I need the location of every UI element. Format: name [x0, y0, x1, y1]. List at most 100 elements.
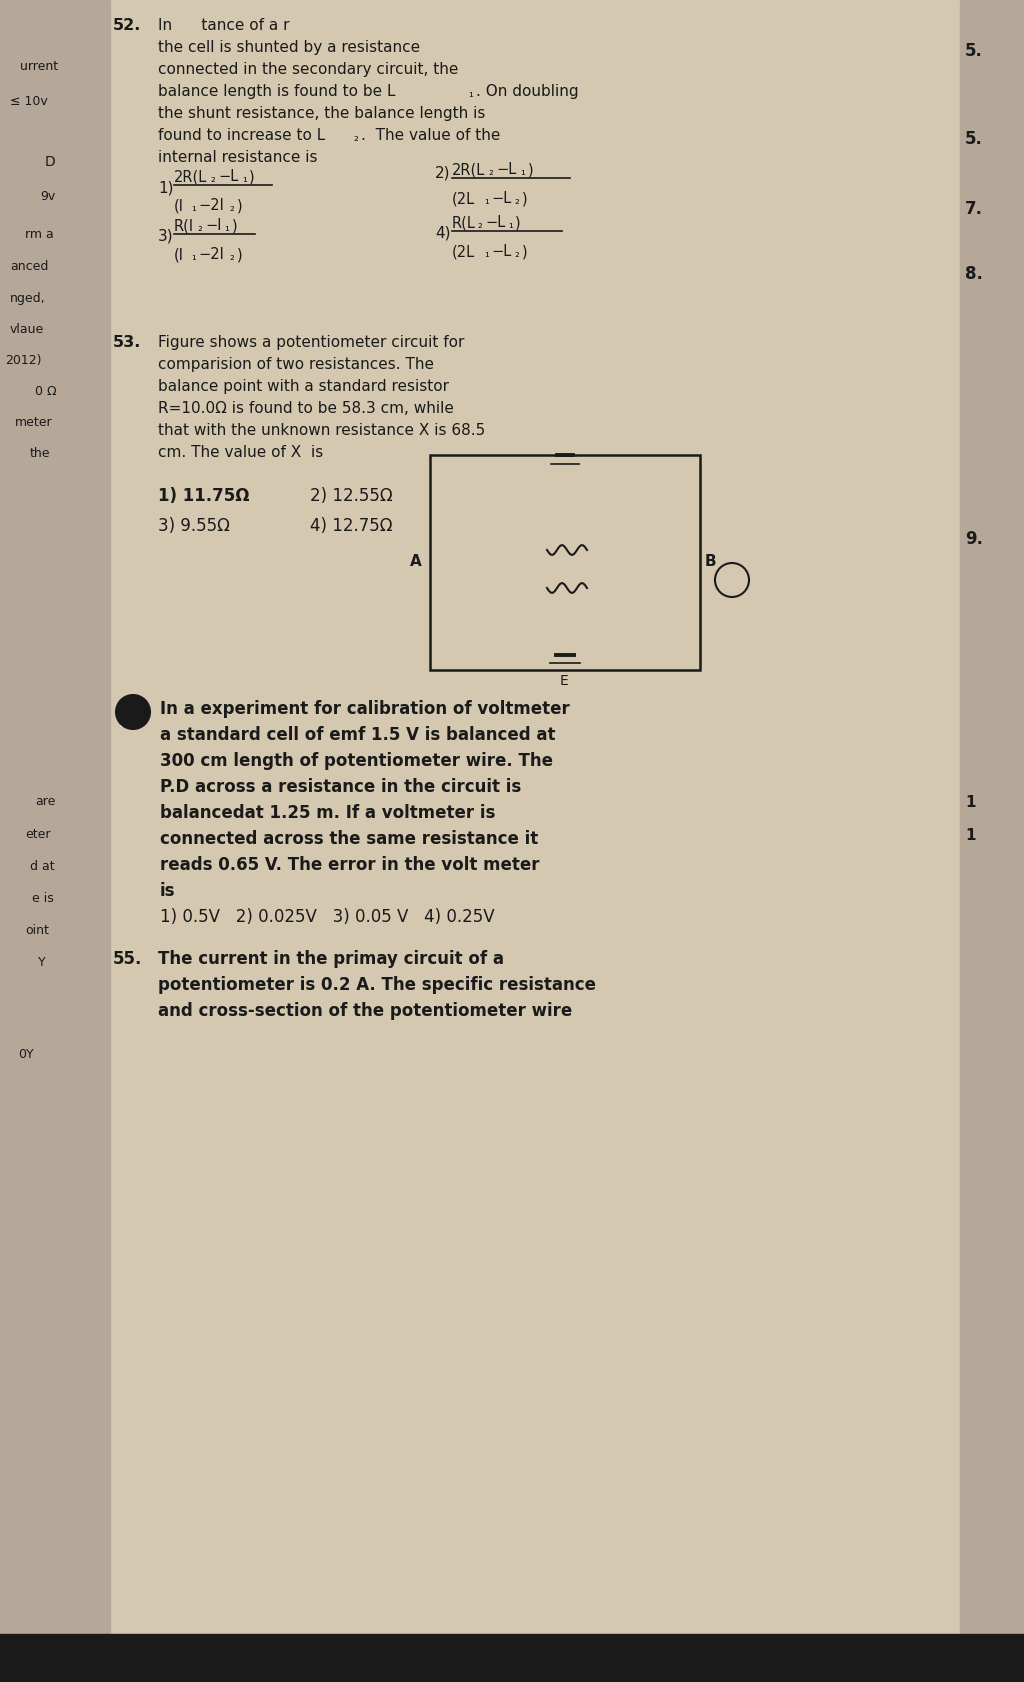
Text: 0 Ω: 0 Ω — [35, 385, 56, 399]
Text: the: the — [30, 447, 50, 459]
Bar — [961, 0, 1024, 1682]
Text: urrent: urrent — [20, 61, 58, 72]
Text: ): ) — [515, 215, 520, 230]
Text: ₁: ₁ — [242, 172, 247, 185]
Text: In a experiment for calibration of voltmeter: In a experiment for calibration of voltm… — [160, 700, 569, 718]
Text: 9v: 9v — [40, 190, 55, 204]
Text: found to increase to L: found to increase to L — [158, 128, 326, 143]
Text: 0Y: 0Y — [18, 1048, 34, 1061]
Text: ): ) — [528, 161, 534, 177]
Text: 1) 11.75Ω: 1) 11.75Ω — [158, 488, 250, 505]
Text: ₁: ₁ — [484, 247, 488, 261]
Text: and cross-section of the potentiometer wire: and cross-section of the potentiometer w… — [158, 1002, 572, 1019]
Text: vlaue: vlaue — [10, 323, 44, 336]
Text: 52.: 52. — [113, 19, 141, 34]
Text: 3) 9.55Ω: 3) 9.55Ω — [158, 516, 229, 535]
Text: eter: eter — [25, 828, 50, 841]
Text: the cell is shunted by a resistance: the cell is shunted by a resistance — [158, 40, 420, 56]
Text: R(l: R(l — [174, 219, 194, 234]
Text: 1: 1 — [965, 796, 976, 811]
Text: ₁: ₁ — [191, 202, 196, 214]
Text: a standard cell of emf 1.5 V is balanced at: a standard cell of emf 1.5 V is balanced… — [160, 727, 555, 743]
Text: 8.: 8. — [965, 266, 983, 283]
Text: (2L: (2L — [452, 244, 475, 259]
Text: 300 cm length of potentiometer wire. The: 300 cm length of potentiometer wire. The — [160, 752, 553, 770]
Text: connected across the same resistance it: connected across the same resistance it — [160, 829, 539, 848]
Text: 2R(L: 2R(L — [174, 168, 207, 183]
Text: R=10.0Ω is found to be 58.3 cm, while: R=10.0Ω is found to be 58.3 cm, while — [158, 400, 454, 415]
Bar — [0, 1633, 1024, 1682]
Text: 2) 12.55Ω: 2) 12.55Ω — [310, 488, 392, 505]
Text: 55.: 55. — [113, 950, 142, 969]
Text: . On doubling: . On doubling — [476, 84, 579, 99]
Text: 2R(L: 2R(L — [452, 161, 485, 177]
Text: cm. The value of X  is: cm. The value of X is — [158, 446, 324, 459]
Text: 2012): 2012) — [5, 353, 42, 367]
Text: 4) 12.75Ω: 4) 12.75Ω — [310, 516, 392, 535]
Text: −2l: −2l — [198, 247, 224, 262]
Text: Figure shows a potentiometer circuit for: Figure shows a potentiometer circuit for — [158, 335, 464, 350]
Text: −L: −L — [496, 161, 516, 177]
Text: ): ) — [237, 198, 243, 214]
Text: .  The value of the: . The value of the — [361, 128, 501, 143]
Text: 2): 2) — [435, 165, 451, 180]
Text: 1): 1) — [158, 180, 173, 195]
Text: 1) 0.5V   2) 0.025V   3) 0.05 V   4) 0.25V: 1) 0.5V 2) 0.025V 3) 0.05 V 4) 0.25V — [160, 908, 495, 927]
Text: (2L: (2L — [452, 192, 475, 205]
Text: −2l: −2l — [198, 198, 224, 214]
Text: ₁: ₁ — [191, 251, 196, 262]
Text: X: X — [545, 569, 556, 582]
Text: potentiometer is 0.2 A. The specific resistance: potentiometer is 0.2 A. The specific res… — [158, 976, 596, 994]
Text: −l: −l — [205, 219, 221, 234]
Text: internal resistance is: internal resistance is — [158, 150, 317, 165]
Text: ₂: ₂ — [210, 172, 215, 185]
Text: ₂: ₂ — [477, 219, 481, 230]
Text: ₂: ₂ — [488, 165, 493, 178]
Text: 5.: 5. — [965, 130, 983, 148]
Text: meter: meter — [15, 415, 52, 429]
Text: e is: e is — [32, 891, 53, 905]
Text: ≤ 10v: ≤ 10v — [10, 94, 48, 108]
Text: the shunt resistance, the balance length is: the shunt resistance, the balance length… — [158, 106, 485, 121]
Text: R(L: R(L — [452, 215, 476, 230]
Text: YELAMMAL BODHI NEET ACADEMY: YELAMMAL BODHI NEET ACADEMY — [324, 1650, 700, 1670]
Text: ₂: ₂ — [229, 251, 233, 262]
Text: −L: −L — [485, 215, 505, 230]
Text: In      tance of a r: In tance of a r — [158, 19, 290, 34]
Text: balancedat 1.25 m. If a voltmeter is: balancedat 1.25 m. If a voltmeter is — [160, 804, 496, 822]
Text: ₂: ₂ — [514, 247, 519, 261]
Text: ₁: ₁ — [520, 165, 525, 178]
Text: ): ) — [232, 219, 238, 234]
Text: 9.: 9. — [965, 530, 983, 548]
Text: comparision of two resistances. The: comparision of two resistances. The — [158, 357, 434, 372]
Text: ): ) — [522, 244, 527, 259]
Text: −L: −L — [218, 168, 239, 183]
Text: ₂: ₂ — [514, 193, 519, 207]
Text: ): ) — [522, 192, 527, 205]
Text: A: A — [410, 553, 422, 569]
Text: 4): 4) — [435, 225, 451, 241]
Text: R: R — [545, 530, 556, 543]
Text: (l: (l — [174, 198, 184, 214]
Text: P.D across a resistance in the circuit is: P.D across a resistance in the circuit i… — [160, 779, 521, 796]
Text: ): ) — [237, 247, 243, 262]
Bar — [430, 456, 700, 669]
Bar — [0, 0, 110, 1682]
Text: 53.: 53. — [113, 335, 141, 350]
Text: ₁: ₁ — [484, 193, 488, 207]
Text: oint: oint — [25, 923, 49, 937]
Circle shape — [715, 563, 749, 597]
Text: ₁: ₁ — [508, 219, 513, 230]
Text: −L: −L — [490, 244, 511, 259]
Text: D: D — [45, 155, 55, 168]
Text: balance length is found to be L: balance length is found to be L — [158, 84, 395, 99]
Text: is: is — [160, 881, 175, 900]
Text: nged,: nged, — [10, 293, 46, 304]
Text: 3): 3) — [158, 229, 174, 242]
Text: G: G — [726, 585, 737, 600]
Text: (l: (l — [174, 247, 184, 262]
Text: ₂: ₂ — [197, 220, 202, 234]
Text: E: E — [560, 674, 568, 688]
Text: anced: anced — [10, 261, 48, 272]
Text: that with the unknown resistance X is 68.5: that with the unknown resistance X is 68… — [158, 422, 485, 437]
